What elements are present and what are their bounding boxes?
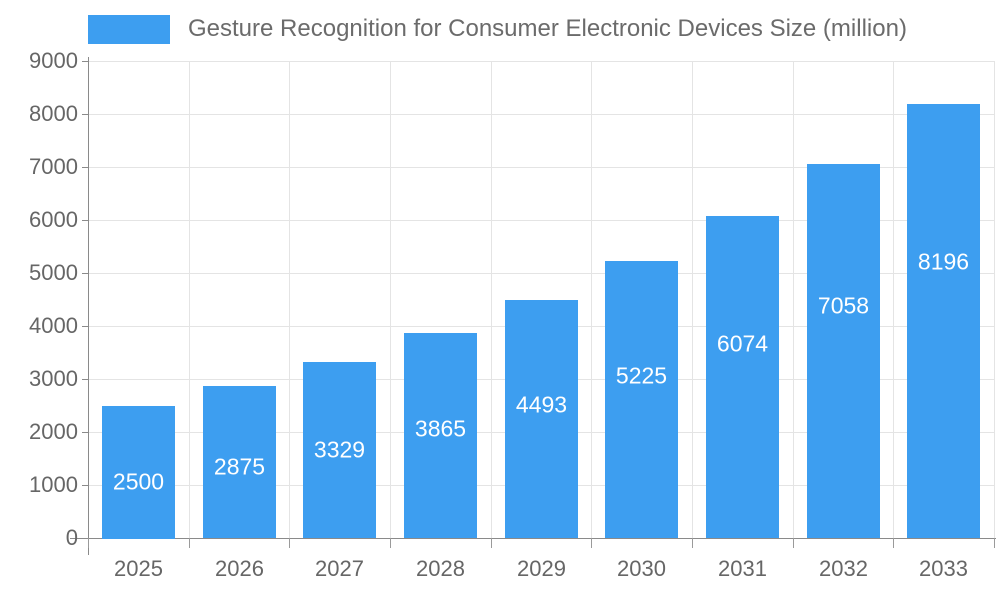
bar[interactable] [203,386,276,538]
x-axis-tick-mark [994,538,995,548]
gridline-horizontal [88,220,994,221]
y-axis-tick-label: 3000 [29,366,78,391]
x-axis-tick-mark [692,538,693,548]
bar-value-label: 3329 [313,436,366,463]
y-axis-tick-mark [82,61,88,62]
y-axis-tick-label: 4000 [29,313,78,338]
y-axis-tick-mark [82,432,88,433]
x-axis-tick-label: 2032 [819,556,868,581]
y-axis-tick-mark [82,326,88,327]
bar[interactable] [505,300,578,538]
bar-value-label: 5225 [615,362,668,389]
bar-value-label: 3865 [414,415,467,442]
x-axis-tick-label: 2027 [315,556,364,581]
x-axis-tick-label: 2029 [517,556,566,581]
x-axis-tick-mark [88,538,89,548]
x-axis-tick-mark [793,538,794,548]
gridline-horizontal [88,273,994,274]
y-axis-tick-label: 5000 [29,260,78,285]
y-axis-tick-label: 6000 [29,207,78,232]
x-axis-tick-label: 2026 [215,556,264,581]
chart-legend: Gesture Recognition for Consumer Electro… [88,12,907,46]
bar[interactable] [605,261,678,538]
x-axis-tick-label: 2030 [617,556,666,581]
x-axis-tick-label: 2031 [718,556,767,581]
y-axis-tick-mark [82,167,88,168]
y-axis-tick-label: 9000 [29,48,78,73]
bar-value-label: 2875 [213,453,266,480]
bar[interactable] [303,362,376,538]
y-axis-tick-label: 8000 [29,101,78,126]
x-axis-line [70,538,996,539]
gridline-horizontal [88,167,994,168]
bar-value-label: 8196 [917,248,970,275]
y-axis-tick-mark [82,220,88,221]
y-axis-tick-mark [82,379,88,380]
x-axis-tick-mark [189,538,190,548]
bar-value-label: 6074 [716,330,769,357]
y-axis-tick-label: 2000 [29,419,78,444]
gridline-vertical [692,61,693,538]
bar[interactable] [907,104,980,538]
bar[interactable] [807,164,880,538]
gridline-vertical [189,61,190,538]
y-axis-line [88,57,89,555]
bar[interactable] [102,406,175,539]
gridline-vertical [591,61,592,538]
x-axis-tick-mark [591,538,592,548]
x-axis-tick-label: 2028 [416,556,465,581]
gridline-horizontal [88,61,994,62]
legend-label[interactable]: Gesture Recognition for Consumer Electro… [188,15,907,42]
gridline-vertical [390,61,391,538]
gridline-vertical [491,61,492,538]
x-axis-tick-mark [893,538,894,548]
y-axis-tick-mark [82,538,88,539]
y-axis-tick-label: 0 [65,525,78,550]
bar-value-label: 7058 [817,292,870,319]
x-axis-tick-label: 2025 [114,556,163,581]
x-axis-tick-mark [289,538,290,548]
legend-color-swatch[interactable] [88,14,170,44]
gridline-vertical [893,61,894,538]
gridline-vertical [289,61,290,538]
bar[interactable] [706,216,779,538]
y-axis-tick-label: 7000 [29,154,78,179]
bar-value-label: 2500 [112,468,165,495]
y-axis-tick-mark [82,114,88,115]
bar[interactable] [404,333,477,538]
x-axis-tick-mark [491,538,492,548]
gridline-vertical [793,61,794,538]
y-axis-tick-mark [82,485,88,486]
x-axis-tick-mark [390,538,391,548]
x-axis-tick-label: 2033 [919,556,968,581]
y-axis-tick-mark [82,273,88,274]
gridline-vertical [994,61,995,538]
y-axis-tick-label: 1000 [29,472,78,497]
bar-value-label: 4493 [515,391,568,418]
gridline-horizontal [88,114,994,115]
